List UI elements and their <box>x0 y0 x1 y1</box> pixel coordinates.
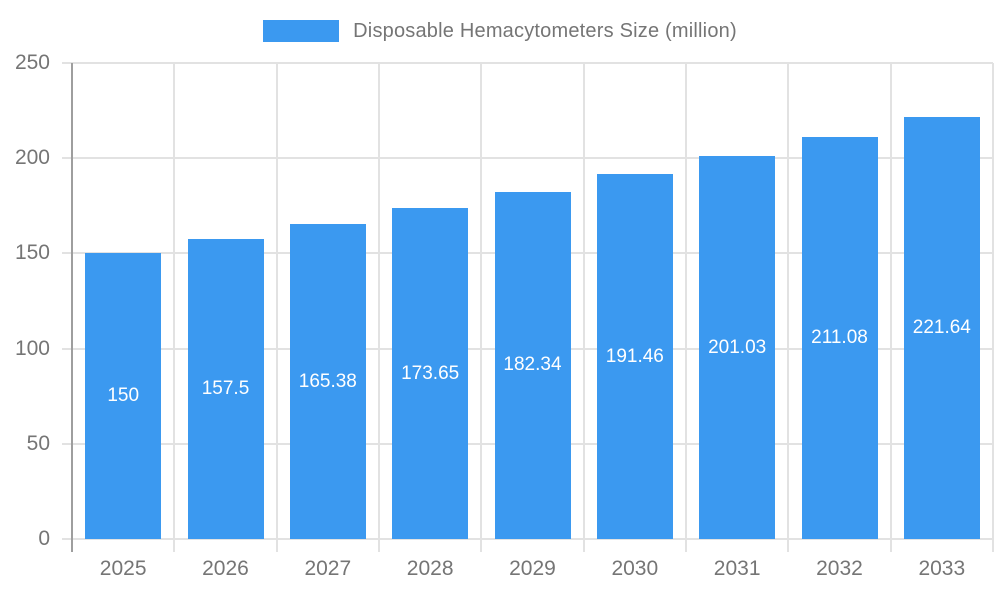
bar-value-label: 165.38 <box>298 370 357 392</box>
y-axis-line <box>71 63 73 552</box>
bar <box>699 156 776 539</box>
x-axis-tick <box>685 539 687 552</box>
bar <box>289 224 366 539</box>
v-gridline <box>787 63 790 539</box>
legend: Disposable Hemacytometers Size (million) <box>0 12 1000 50</box>
x-tick-label: 2025 <box>99 557 147 580</box>
bar <box>187 239 264 539</box>
x-axis-tick <box>582 539 585 552</box>
v-gridline <box>582 63 585 539</box>
bar-value-label: 221.64 <box>912 316 971 338</box>
bar-value-label: 191.46 <box>605 345 664 367</box>
bar-value-label: 211.08 <box>811 327 868 349</box>
x-axis-tick <box>787 539 790 552</box>
h-gridline <box>62 538 993 540</box>
x-tick-label: 2029 <box>509 557 556 580</box>
y-tick-label: 250 <box>14 51 50 74</box>
v-gridline <box>889 63 892 539</box>
y-tick-label: 100 <box>14 336 50 360</box>
legend-label: Disposable Hemacytometers Size (million) <box>353 19 737 42</box>
bar-value-label: 150 <box>107 385 140 407</box>
x-tick-label: 2030 <box>611 557 659 580</box>
h-gridline <box>62 157 993 160</box>
x-tick-label: 2027 <box>304 557 352 580</box>
y-tick-label: 200 <box>14 146 50 170</box>
x-axis-tick <box>889 539 892 552</box>
legend-swatch <box>263 20 340 42</box>
v-gridline <box>992 63 994 539</box>
x-tick-label: 2031 <box>713 557 761 580</box>
v-gridline <box>173 63 176 539</box>
v-gridline <box>480 63 483 539</box>
bar <box>85 253 162 539</box>
x-tick-label: 2026 <box>202 557 249 580</box>
x-tick-label: 2032 <box>816 557 863 580</box>
x-axis-tick <box>378 539 380 552</box>
bar-value-label: 182.34 <box>503 354 562 376</box>
y-tick-label: 150 <box>14 241 50 265</box>
x-axis-tick <box>173 539 176 552</box>
bar-value-label: 157.5 <box>201 378 250 400</box>
x-axis-tick <box>992 539 994 552</box>
y-tick-label: 50 <box>26 431 50 455</box>
bar <box>494 191 571 539</box>
bar-value-label: 201.03 <box>708 336 767 358</box>
v-gridline <box>378 63 380 539</box>
y-tick-label: 0 <box>38 527 50 550</box>
h-gridline <box>62 62 993 64</box>
x-tick-label: 2028 <box>406 557 454 580</box>
v-gridline <box>275 63 278 539</box>
x-axis-tick <box>480 539 483 552</box>
bar <box>596 174 673 539</box>
bar-value-label: 173.65 <box>401 362 460 384</box>
x-tick-label: 2033 <box>918 557 966 580</box>
bar <box>801 137 878 539</box>
x-axis-tick <box>275 539 278 552</box>
bar <box>392 208 469 539</box>
bar <box>903 116 980 539</box>
v-gridline <box>685 63 687 539</box>
